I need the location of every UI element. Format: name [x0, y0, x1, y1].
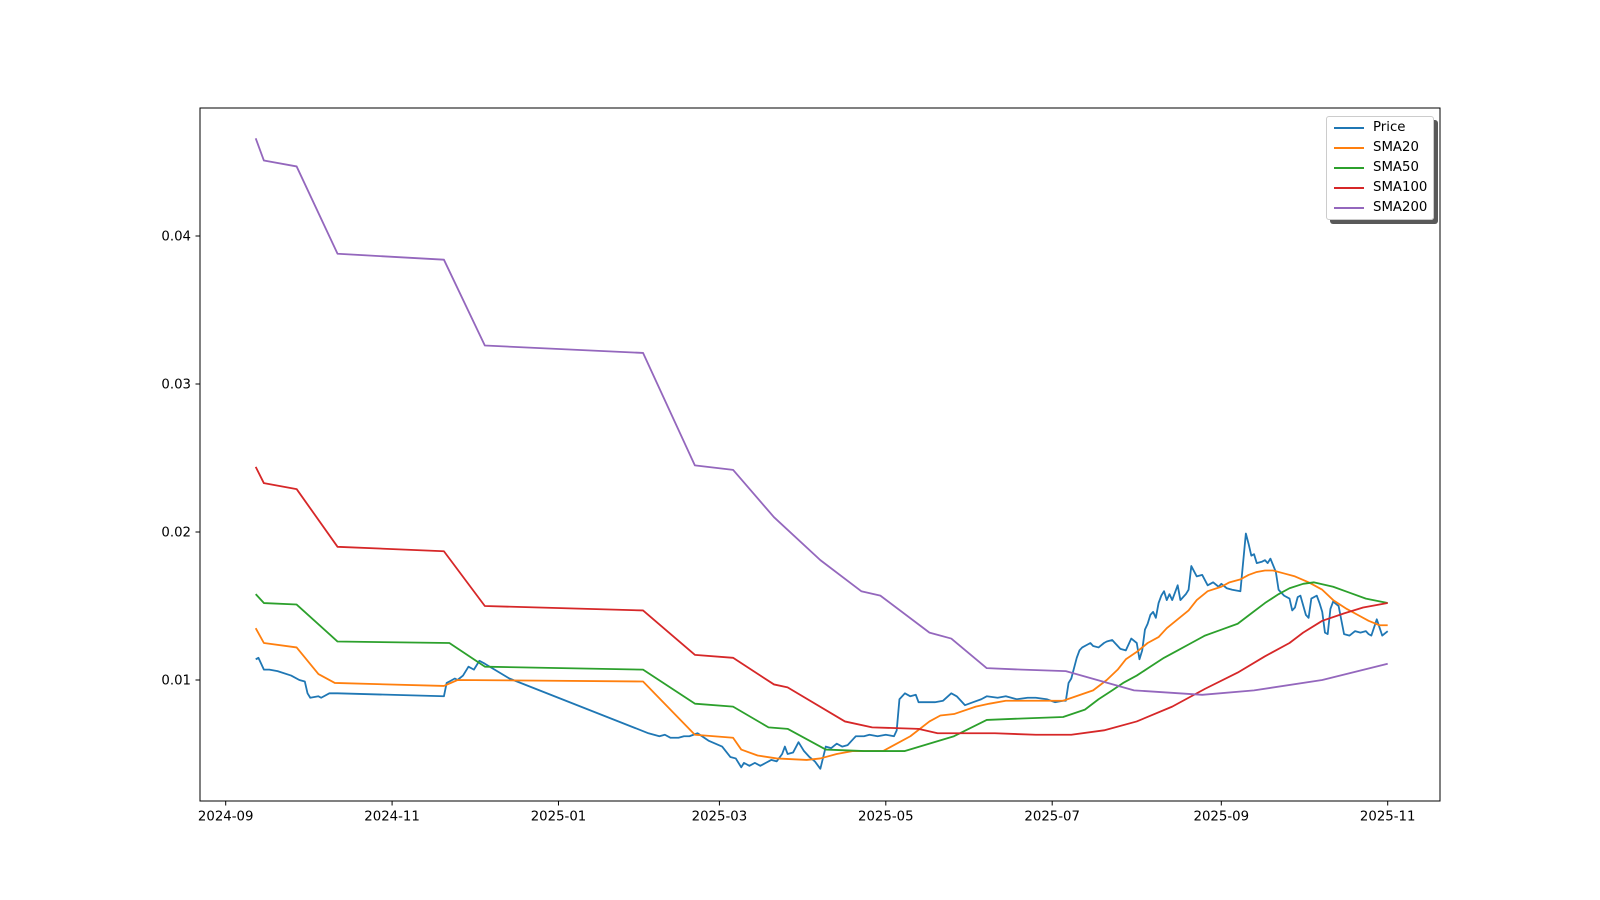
x-tick-label: 2024-11 [364, 810, 420, 825]
legend-item-sma100: SMA100 [1334, 178, 1429, 198]
y-tick-label: 0.03 [161, 378, 191, 393]
legend-label-price: Price [1373, 120, 1406, 135]
series-line-sma50 [255, 581, 1388, 752]
x-axis: 2024-09 2024-11 2025-01 2025-03 2025-05 2025-… [198, 801, 1416, 825]
y-tick-label: 0.02 [161, 526, 191, 541]
legend-label-sma20: SMA20 [1373, 140, 1419, 155]
x-tick-label: 2025-11 [1360, 810, 1416, 825]
x-tick-label: 2025-03 [692, 810, 748, 825]
legend-line-sample-sma50 [1334, 167, 1364, 169]
legend-line-sample-sma20 [1334, 147, 1364, 149]
x-tick-label: 2025-09 [1194, 810, 1250, 825]
legend-item-sma50: SMA50 [1334, 158, 1429, 178]
y-axis: 0.01 0.02 0.03 0.04 [161, 230, 200, 689]
legend-item-sma200: SMA200 [1334, 198, 1429, 218]
legend-label-sma100: SMA100 [1373, 180, 1428, 195]
legend-line-sample-sma200 [1334, 207, 1364, 209]
legend-label-sma50: SMA50 [1373, 160, 1419, 175]
legend-item-price: Price [1334, 118, 1429, 138]
legend-item-sma20: SMA20 [1334, 138, 1429, 158]
legend-label-sma200: SMA200 [1373, 200, 1428, 215]
legend-line-sample-price [1334, 127, 1364, 129]
y-tick-label: 0.01 [161, 674, 191, 689]
plot-frame [199, 107, 1441, 802]
x-tick-label: 2025-07 [1024, 810, 1080, 825]
legend-line-sample-sma100 [1334, 187, 1364, 189]
x-tick-label: 2025-05 [858, 810, 914, 825]
series-lines [254, 138, 1389, 770]
series-line-price [255, 532, 1389, 770]
x-tick-label: 2025-01 [531, 810, 587, 825]
series-line-sma200 [254, 138, 1388, 696]
chart-legend: Price SMA20 SMA50 SMA100 SMA200 [1326, 116, 1434, 220]
series-line-sma100 [254, 466, 1388, 736]
y-tick-label: 0.04 [161, 230, 191, 245]
x-tick-label: 2024-09 [198, 810, 254, 825]
series-line-sma20 [254, 569, 1388, 761]
